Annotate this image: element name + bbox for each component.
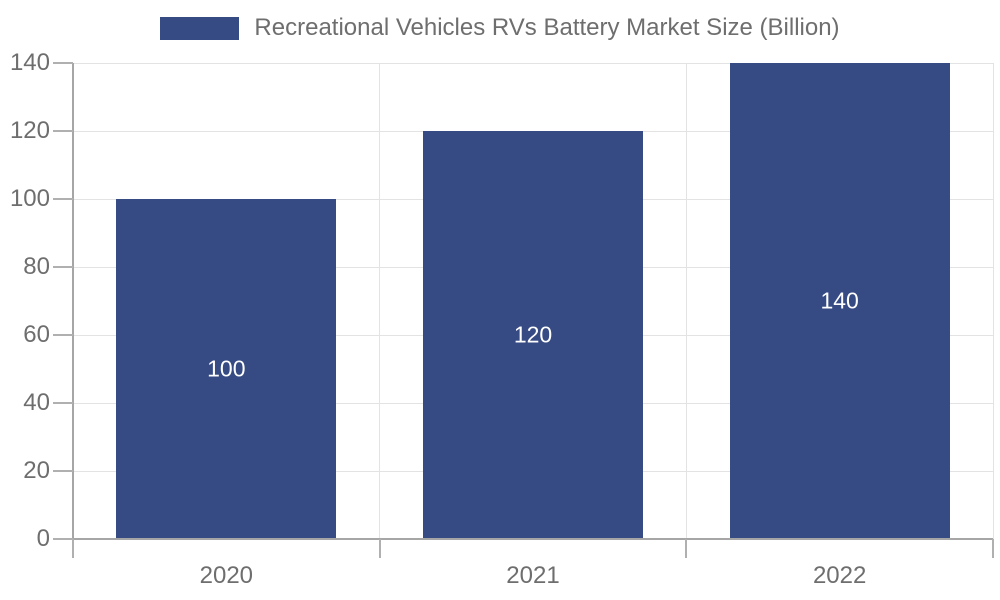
bar [729,63,950,539]
bar-value-label: 120 [513,321,553,348]
y-axis-tick-label: 80 [23,253,50,280]
x-axis-tick [685,539,688,558]
y-axis-tick [53,470,73,472]
legend[interactable]: Recreational Vehicles RVs Battery Market… [0,14,1000,42]
y-axis-tick-label: 100 [9,185,50,212]
y-axis-tick [53,130,73,132]
y-axis-tick [53,334,73,336]
bar [116,199,337,539]
y-axis-tick [53,62,73,64]
legend-label: Recreational Vehicles RVs Battery Market… [254,14,840,41]
y-axis-tick [53,266,73,268]
x-axis-tick [72,539,74,558]
y-axis-line [72,63,74,558]
x-axis-tick-label: 2021 [506,562,560,589]
x-axis-tick [378,539,381,558]
y-axis-tick [53,538,73,540]
gridline-vertical [379,63,381,539]
x-axis-tick [992,539,994,558]
bar-value-label: 100 [207,355,246,382]
gridline-vertical [992,63,994,539]
y-axis-tick-label: 40 [23,389,50,416]
y-axis-tick-label: 60 [23,321,50,348]
x-axis-tick-label: 2020 [199,562,254,589]
y-axis-tick-label: 0 [36,525,50,552]
y-axis-tick-label: 140 [9,49,50,76]
y-axis-tick-label: 20 [23,457,50,484]
y-axis-tick-label: 120 [9,117,50,144]
gridline-horizontal [73,62,993,64]
y-axis-tick [53,402,73,404]
bar [423,131,643,539]
x-axis-tick-label: 2022 [812,562,867,589]
y-axis-tick [53,198,73,200]
legend-swatch [160,16,240,40]
bar-value-label: 140 [820,287,859,314]
x-axis-line [73,538,993,540]
gridline-vertical [685,63,687,539]
